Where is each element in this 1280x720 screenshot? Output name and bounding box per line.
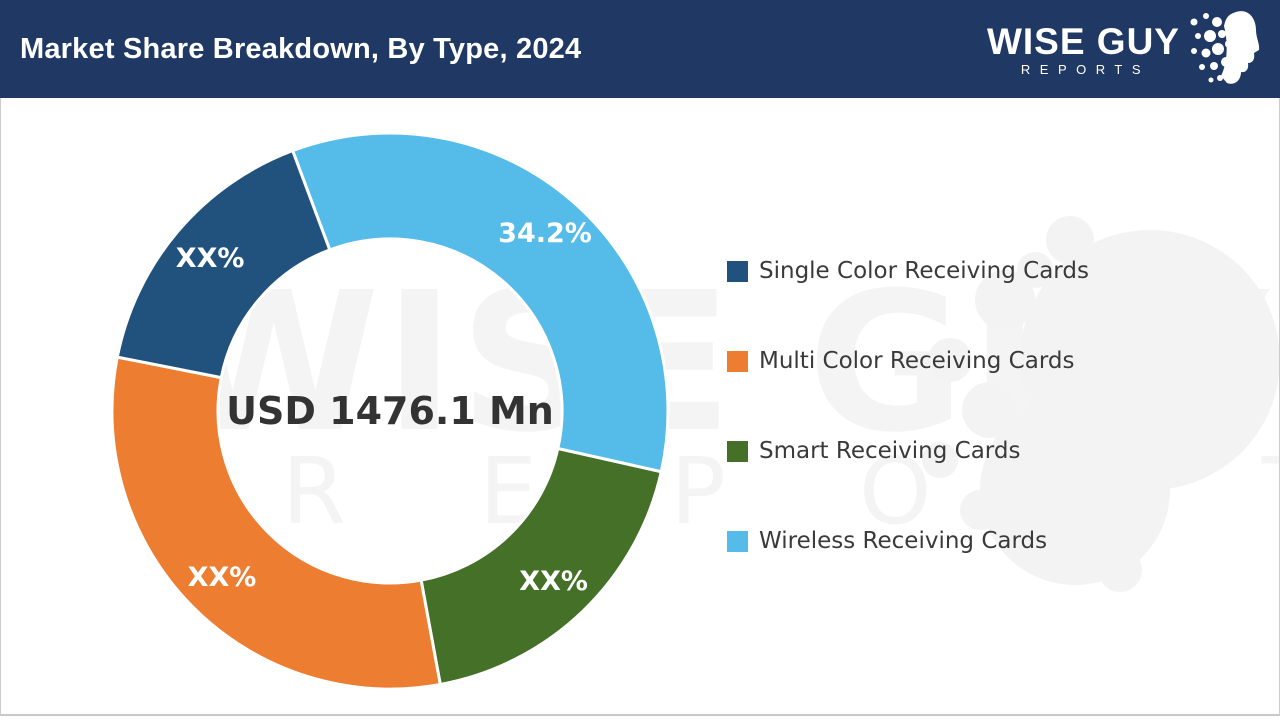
donut-center-value: USD 1476.1 Mn <box>226 389 554 433</box>
legend-color-swatch <box>727 350 748 372</box>
legend-item: Multi Color Receiving Cards <box>727 347 1089 375</box>
donut-chart: 34.2% XX% XX% XX% USD 1476.1 Mn <box>110 131 670 691</box>
legend-label: Wireless Receiving Cards <box>759 528 1048 554</box>
legend-item: Single Color Receiving Cards <box>727 257 1089 285</box>
donut-segment <box>290 131 670 474</box>
header-bar: Market Share Breakdown, By Type, 2024 WI… <box>0 0 1280 98</box>
legend-label: Smart Receiving Cards <box>759 438 1021 464</box>
segment-percent-label: XX% <box>188 562 257 593</box>
logo-wordmark: WISE GUY <box>986 20 1180 62</box>
segment-percent-label: XX% <box>519 566 588 597</box>
logo-face-icon <box>1190 11 1260 84</box>
logo-text: WISE GUY REPORTS <box>987 23 1180 76</box>
donut-segment <box>419 446 664 687</box>
segment-percent-label: XX% <box>176 243 245 274</box>
donut-segment <box>115 148 332 380</box>
legend-item: Smart Receiving Cards <box>727 437 1089 465</box>
legend-item: Wireless Receiving Cards <box>727 527 1089 555</box>
legend-color-swatch <box>727 260 748 282</box>
donut-segment <box>110 355 443 691</box>
legend-label: Multi Color Receiving Cards <box>759 348 1075 374</box>
legend-label: Single Color Receiving Cards <box>759 258 1089 284</box>
legend-color-swatch <box>727 530 748 552</box>
logo-subtitle: REPORTS <box>1020 61 1151 77</box>
legend-color-swatch <box>727 440 748 462</box>
page-title: Market Share Breakdown, By Type, 2024 <box>20 32 582 65</box>
wiseguy-logo: WISE GUY REPORTS <box>987 6 1262 92</box>
watermark-face-icon <box>922 216 1280 592</box>
segment-percent-label: 34.2% <box>498 218 592 249</box>
chart-legend: Single Color Receiving Cards Multi Color… <box>727 257 1089 617</box>
